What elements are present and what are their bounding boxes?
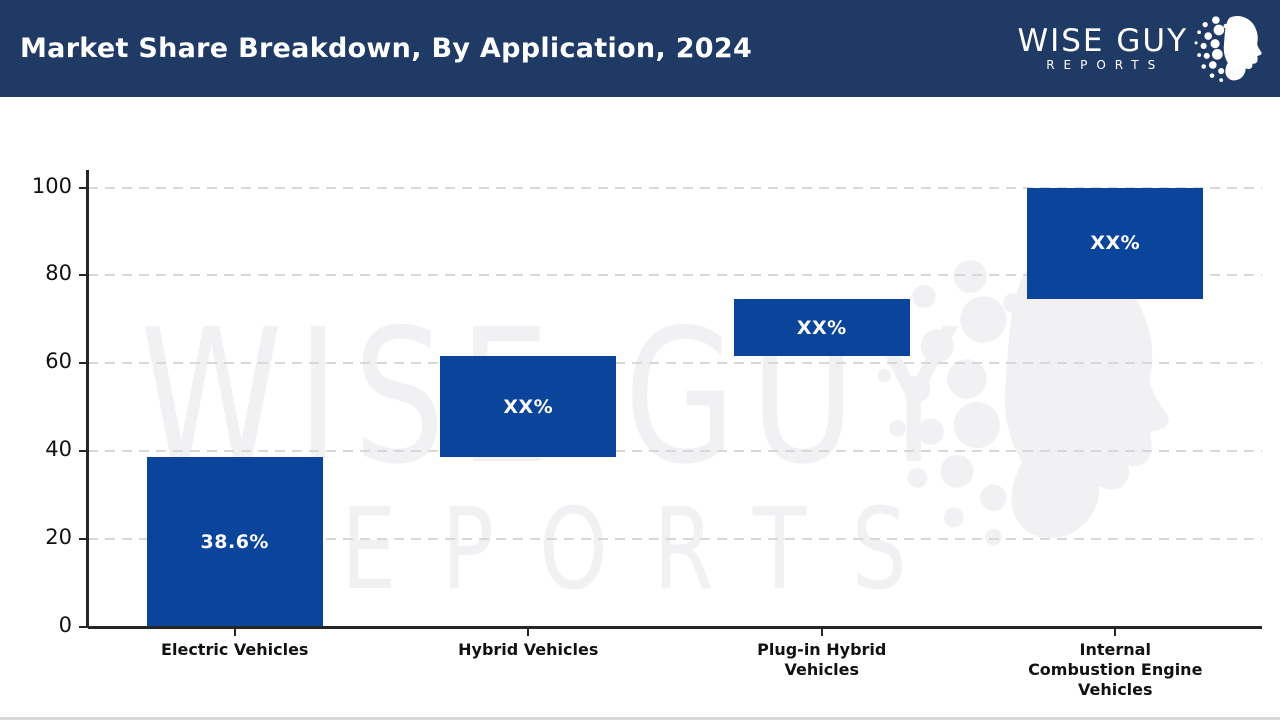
bar: XX% <box>1027 187 1204 300</box>
y-tick-mark <box>79 186 87 189</box>
x-category-label-line: Internal <box>1079 640 1151 659</box>
wiseguy-logo-text: WISE GUY REPORTS <box>1017 25 1188 73</box>
bar-value-label: 38.6% <box>200 531 269 554</box>
y-tick-mark <box>79 450 87 453</box>
x-category-label-line: Vehicles <box>784 660 860 679</box>
gridline <box>88 362 1262 365</box>
header-bar: Market Share Breakdown, By Application, … <box>0 0 1280 97</box>
y-tick-mark <box>79 538 87 541</box>
x-category-label: Hybrid Vehicles <box>388 640 668 660</box>
wiseguy-logo: WISE GUY REPORTS <box>1017 5 1266 93</box>
y-tick-label: 100 <box>31 173 72 198</box>
x-category-label-line: Vehicles <box>1077 680 1153 699</box>
logo-head-icon <box>1190 5 1266 93</box>
gridline <box>88 538 1262 541</box>
bar: 38.6% <box>146 457 323 627</box>
logo-wordmark: WISE GUY <box>1017 22 1188 59</box>
watermark-subtext: REPORTS <box>235 485 953 615</box>
plot: 0 20 40 60 80 100 38.6% XX% XX% XX% Electric Vehic… <box>0 97 1280 720</box>
bar-value-label: XX% <box>796 316 847 339</box>
x-category-label-line: Plug-in Hybrid <box>757 640 887 659</box>
x-axis <box>88 625 1262 629</box>
y-tick-label: 60 <box>45 349 72 374</box>
y-tick-label: 40 <box>45 437 72 462</box>
x-category-label: Electric Vehicles <box>95 640 375 660</box>
y-tick-mark <box>79 274 87 277</box>
bar-value-label: XX% <box>1090 232 1141 255</box>
x-category-label: Plug-in Hybrid Vehicles <box>682 640 962 680</box>
x-category-label: Internal Combustion Engine Vehicles <box>975 640 1255 700</box>
y-tick-label: 20 <box>45 525 72 550</box>
y-tick-label: 80 <box>45 261 72 286</box>
y-tick-mark <box>79 362 87 365</box>
bar: XX% <box>733 299 910 357</box>
x-tick-mark <box>1114 628 1117 636</box>
bottom-rule <box>0 717 1280 720</box>
x-category-label-line: Hybrid Vehicles <box>458 640 599 659</box>
y-tick-label: 0 <box>58 613 72 637</box>
bar: XX% <box>440 356 617 458</box>
y-axis <box>86 170 89 628</box>
x-tick-mark <box>527 628 530 636</box>
page-title: Market Share Breakdown, By Application, … <box>20 33 753 64</box>
x-tick-mark <box>233 628 236 636</box>
x-category-label-line: Combustion Engine <box>1028 660 1203 679</box>
gridline <box>88 274 1262 277</box>
gridline <box>88 186 1262 189</box>
x-tick-mark <box>820 628 823 636</box>
y-tick-mark <box>79 626 87 628</box>
chart-area: WISE GUY REPORTS 0 20 40 60 80 100 38.6% XX% XX%… <box>0 97 1280 720</box>
logo-subtext: REPORTS <box>1046 58 1165 73</box>
x-category-label-line: Electric Vehicles <box>161 640 309 659</box>
gridline <box>88 450 1262 453</box>
bar-value-label: XX% <box>503 395 554 418</box>
